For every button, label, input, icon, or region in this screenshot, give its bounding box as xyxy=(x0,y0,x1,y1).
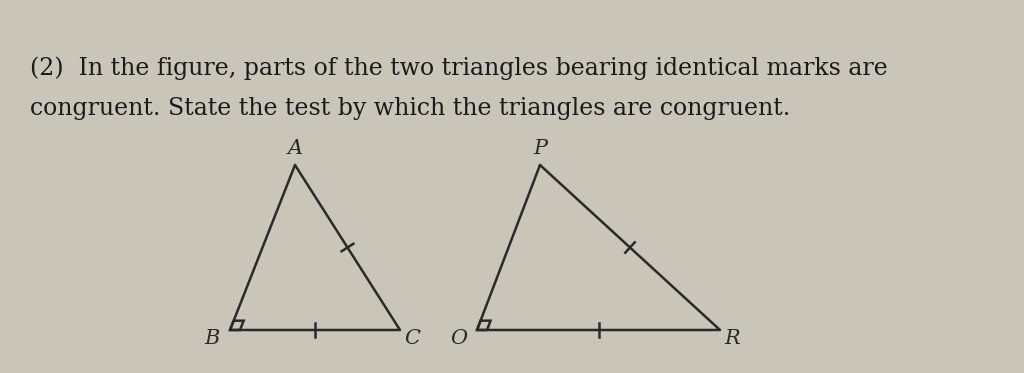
Text: A: A xyxy=(288,138,302,157)
Text: B: B xyxy=(205,329,220,348)
Text: (2)  In the figure, parts of the two triangles bearing identical marks are: (2) In the figure, parts of the two tria… xyxy=(30,56,888,80)
Text: congruent. State the test by which the triangles are congruent.: congruent. State the test by which the t… xyxy=(30,97,791,119)
Text: O: O xyxy=(451,329,468,348)
Text: R: R xyxy=(724,329,740,348)
Text: C: C xyxy=(404,329,420,348)
Text: P: P xyxy=(534,138,547,157)
